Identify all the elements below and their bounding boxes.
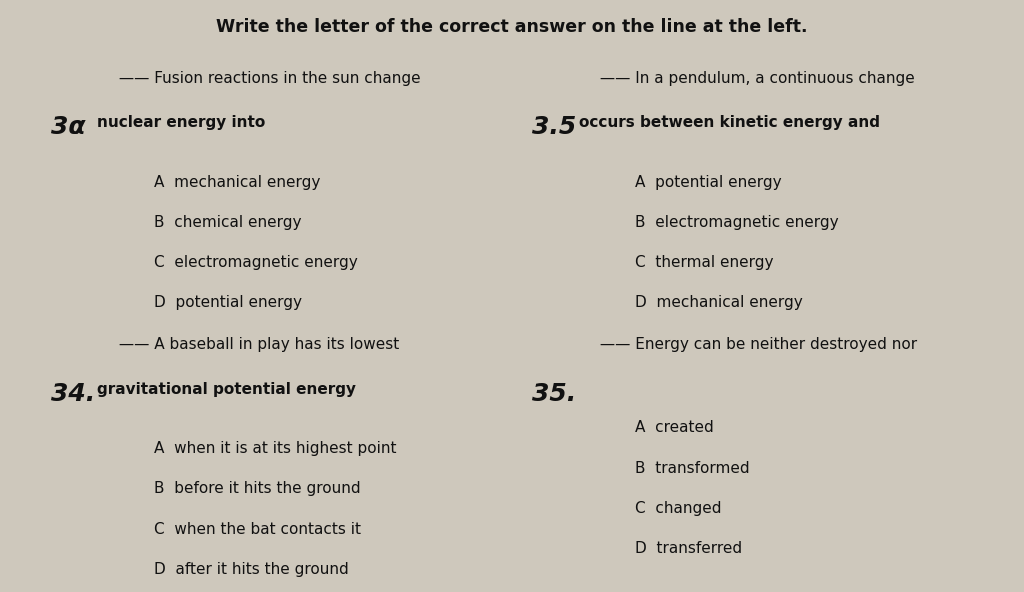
Text: C  thermal energy: C thermal energy [635, 255, 773, 270]
Text: D  after it hits the ground: D after it hits the ground [154, 562, 348, 577]
Text: A  created: A created [635, 420, 714, 435]
Text: B  chemical energy: B chemical energy [154, 215, 301, 230]
Text: B  transformed: B transformed [635, 461, 750, 475]
Text: —— A baseball in play has its lowest: —— A baseball in play has its lowest [72, 337, 399, 352]
Text: gravitational potential energy: gravitational potential energy [97, 382, 356, 397]
Text: 3.5: 3.5 [532, 115, 577, 140]
Text: 3α: 3α [51, 115, 86, 140]
Text: nuclear energy into: nuclear energy into [97, 115, 265, 130]
Text: —— Fusion reactions in the sun change: —— Fusion reactions in the sun change [72, 71, 420, 86]
Text: A  potential energy: A potential energy [635, 175, 781, 189]
Text: C  electromagnetic energy: C electromagnetic energy [154, 255, 357, 270]
Text: D  potential energy: D potential energy [154, 295, 302, 310]
Text: A  when it is at its highest point: A when it is at its highest point [154, 441, 396, 456]
Text: occurs between kinetic energy and: occurs between kinetic energy and [579, 115, 880, 130]
Text: A  mechanical energy: A mechanical energy [154, 175, 319, 189]
Text: C  changed: C changed [635, 501, 721, 516]
Text: D  transferred: D transferred [635, 541, 742, 556]
Text: B  electromagnetic energy: B electromagnetic energy [635, 215, 839, 230]
Text: —— In a pendulum, a continuous change: —— In a pendulum, a continuous change [553, 71, 914, 86]
Text: C  when the bat contacts it: C when the bat contacts it [154, 522, 360, 536]
Text: D  mechanical energy: D mechanical energy [635, 295, 803, 310]
Text: 34.: 34. [51, 382, 95, 406]
Text: —— Energy can be neither destroyed nor: —— Energy can be neither destroyed nor [553, 337, 918, 352]
Text: 35.: 35. [532, 382, 577, 406]
Text: Write the letter of the correct answer on the line at the left.: Write the letter of the correct answer o… [216, 18, 808, 36]
Text: B  before it hits the ground: B before it hits the ground [154, 481, 360, 496]
